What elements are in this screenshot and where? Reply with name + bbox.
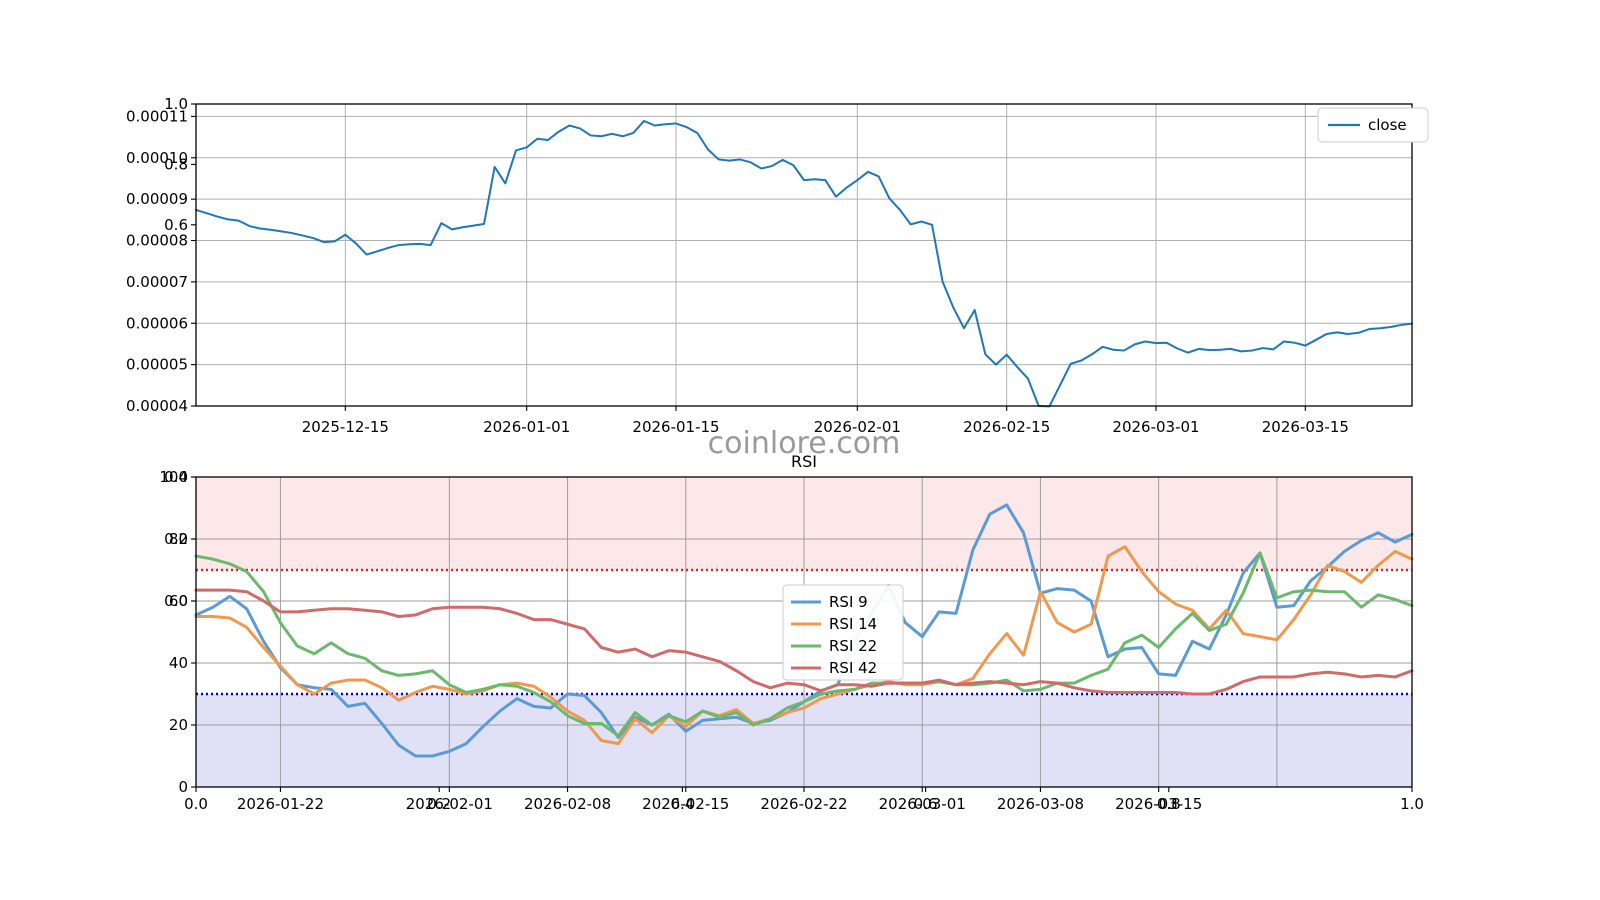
price-x-tick-label: 2026-01-15	[632, 418, 719, 436]
price-line-close	[195, 119, 1413, 408]
rsi-panel-title: RSI	[791, 452, 817, 471]
rsi-legend-box	[782, 584, 904, 681]
rsi-x-axis-secondary: 0.0 0.2 0.4 0.6 0.8 1.0	[184, 787, 1424, 813]
price-x-tick-label: 2026-03-15	[1262, 418, 1349, 436]
price-x-tick-label: 2026-02-15	[963, 418, 1050, 436]
rsi-y-tick-label-secondary: 0.4	[164, 468, 188, 486]
rsi-x-tick-label: 2026-03-01	[879, 795, 966, 813]
price-y-tick-label-secondary: 0.8	[164, 155, 188, 173]
rsi-y-tick-label-secondary: 0.0	[164, 592, 188, 610]
price-panel: 0.00004 0.00005 0.00006 0.00007 0.00008 0.000…	[126, 95, 1429, 436]
rsi-y-tick-label: 40	[169, 654, 188, 672]
rsi-x-tick-label-secondary: 1.0	[1400, 795, 1424, 813]
rsi-y-tick-label: 20	[169, 716, 188, 734]
price-y-tick-label: 0.00011	[126, 107, 188, 125]
rsi-legend-label-rsi-22: RSI 22	[829, 637, 877, 655]
rsi-legend-label-rsi-9: RSI 9	[829, 593, 868, 611]
rsi-line-rsi-22	[194, 551, 1414, 738]
price-y-axis: 0.00004 0.00005 0.00006 0.00007 0.00008 0.000…	[126, 95, 196, 415]
rsi-x-tick-label: 2026-01-22	[237, 795, 324, 813]
price-y-tick-label: 0.00004	[126, 397, 188, 415]
rsi-x-tick-label: 2026-02-08	[524, 795, 611, 813]
price-gridlines	[196, 115, 1412, 407]
rsi-legend-label-rsi-42: RSI 42	[829, 659, 877, 677]
rsi-x-tick-label: 2026-02-22	[760, 795, 847, 813]
price-legend-label-close: close	[1368, 116, 1407, 134]
price-y-tick-label: 0.00005	[126, 356, 188, 374]
price-x-tick-label: 2026-02-01	[814, 418, 901, 436]
rsi-y-tick-label: 60	[169, 592, 188, 610]
rsi-x-tick-label-secondary: 0.8	[1157, 795, 1181, 813]
rsi-x-axis: 2026-01-22 2026-02-01 2026-02-08 2026-02-15…	[237, 787, 1202, 813]
rsi-x-tick-label: 2026-02-15	[642, 795, 729, 813]
rsi-legend: RSI 9 RSI 14 RSI 22 RSI 42	[782, 584, 904, 681]
price-y-tick-label: 0.00006	[126, 314, 188, 332]
rsi-x-tick-label: 2026-02-01	[406, 795, 493, 813]
price-y-tick-label: 0.00008	[126, 232, 188, 250]
price-legend: close	[1317, 107, 1429, 143]
price-y-tick-label-secondary: 0.6	[164, 216, 188, 234]
price-x-tick-label: 2026-03-01	[1112, 418, 1199, 436]
rsi-y-tick-label: 80	[169, 530, 188, 548]
rsi-line-rsi-42	[194, 588, 1414, 696]
rsi-y-axis: 0 20 40 60 80 100 0.0 0.2 0.4	[159, 468, 196, 796]
rsi-x-tick-label-secondary: 0.0	[184, 795, 208, 813]
price-axes-border	[195, 103, 1413, 407]
rsi-y-tick-label: 0	[178, 778, 188, 796]
price-y-tick-label-secondary: 1.0	[164, 95, 188, 113]
price-y-tick-label: 0.00007	[126, 273, 188, 291]
rsi-x-tick-label-secondary: 0.2	[427, 795, 451, 813]
rsi-x-tick-label: 2026-03-08	[997, 795, 1084, 813]
price-y-tick-label: 0.00009	[126, 190, 188, 208]
rsi-x-tick-label-secondary: 0.6	[914, 795, 938, 813]
rsi-y-tick-label: 100	[159, 468, 188, 486]
price-y-tick-label: 0.00010	[126, 149, 188, 167]
rsi-x-tick-label-secondary: 0.4	[670, 795, 694, 813]
watermark-coinlore: coinlore.com	[708, 426, 901, 461]
price-x-tick-label: 2026-01-01	[483, 418, 570, 436]
rsi-y-tick-label-secondary: 0.2	[164, 530, 188, 548]
price-x-axis: 2025-12-15 2026-01-01 2026-01-15 2026-02-01…	[302, 406, 1349, 436]
rsi-x-tick-label: 2026-03-15	[1115, 795, 1202, 813]
price-plot-background	[196, 104, 1412, 406]
rsi-legend-label-rsi-14: RSI 14	[829, 615, 877, 633]
price-legend-box	[1317, 107, 1429, 143]
price-x-tick-label: 2025-12-15	[302, 418, 389, 436]
